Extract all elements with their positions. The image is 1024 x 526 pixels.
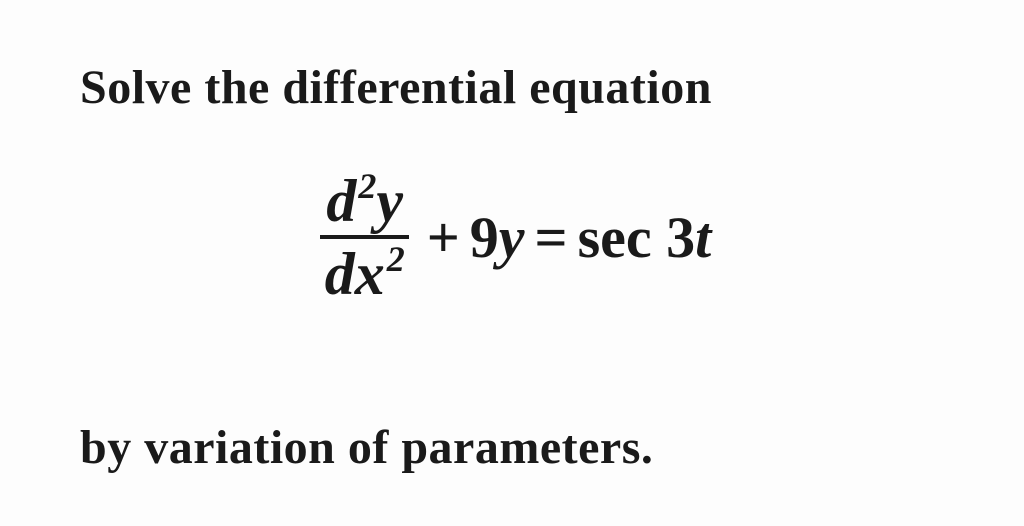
problem-intro-line: Solve the differential equation: [80, 60, 712, 115]
numerator-y: y: [376, 168, 403, 234]
term-sec3t: sec 3t: [578, 204, 712, 271]
variable-t: t: [695, 205, 711, 270]
coefficient-3: 3: [666, 205, 695, 270]
numerator-d: d: [326, 168, 356, 234]
document-page: Solve the differential equation d2y dx2 …: [0, 0, 1024, 526]
numerator-exponent-2: 2: [358, 166, 376, 206]
intro-text: Solve the differential equation: [80, 61, 712, 114]
function-sec: sec: [578, 205, 652, 270]
coefficient-9: 9: [470, 205, 499, 270]
denominator-exponent-2: 2: [387, 239, 405, 279]
problem-method-line: by variation of parameters.: [80, 420, 653, 475]
denominator-d: d: [325, 241, 355, 307]
method-text: by variation of parameters.: [80, 421, 653, 474]
fraction-d2y-dx2: d2y dx2: [319, 170, 411, 304]
equation-row: d2y dx2 + 9y = sec 3t: [0, 170, 1024, 304]
term-9y: 9y: [470, 204, 525, 271]
variable-y: y: [499, 205, 525, 270]
equals-sign: =: [525, 204, 578, 271]
denominator-x: x: [355, 241, 385, 307]
equation: d2y dx2 + 9y = sec 3t: [313, 170, 712, 304]
plus-sign: +: [417, 204, 470, 271]
fraction-numerator: d2y: [320, 170, 409, 239]
fraction-denominator: dx2: [319, 239, 411, 304]
